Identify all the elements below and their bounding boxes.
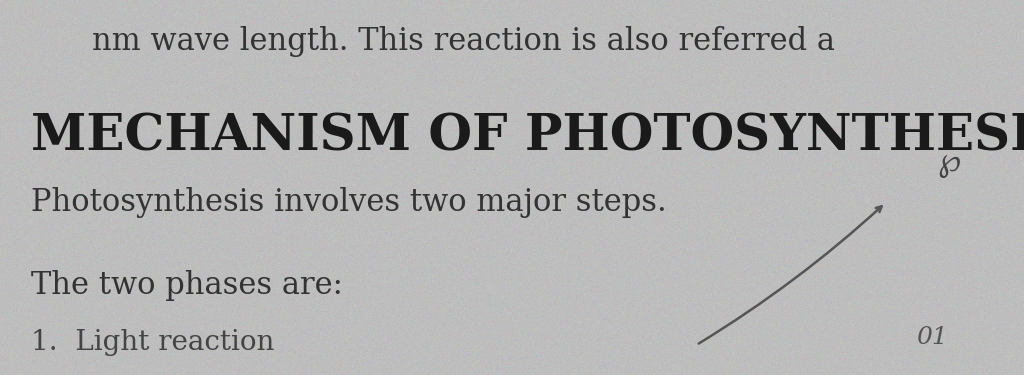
Text: Photosynthesis involves two major steps.: Photosynthesis involves two major steps.	[31, 188, 667, 219]
Text: nm wave length. This reaction is also referred a: nm wave length. This reaction is also re…	[92, 26, 836, 57]
Text: MECHANISM OF PHOTOSYNTHESIS:: MECHANISM OF PHOTOSYNTHESIS:	[31, 112, 1024, 162]
Text: $\wp$: $\wp$	[937, 148, 961, 180]
Text: 01: 01	[916, 326, 948, 349]
Text: 1.  Light reaction: 1. Light reaction	[31, 329, 274, 356]
Text: The two phases are:: The two phases are:	[31, 270, 343, 301]
